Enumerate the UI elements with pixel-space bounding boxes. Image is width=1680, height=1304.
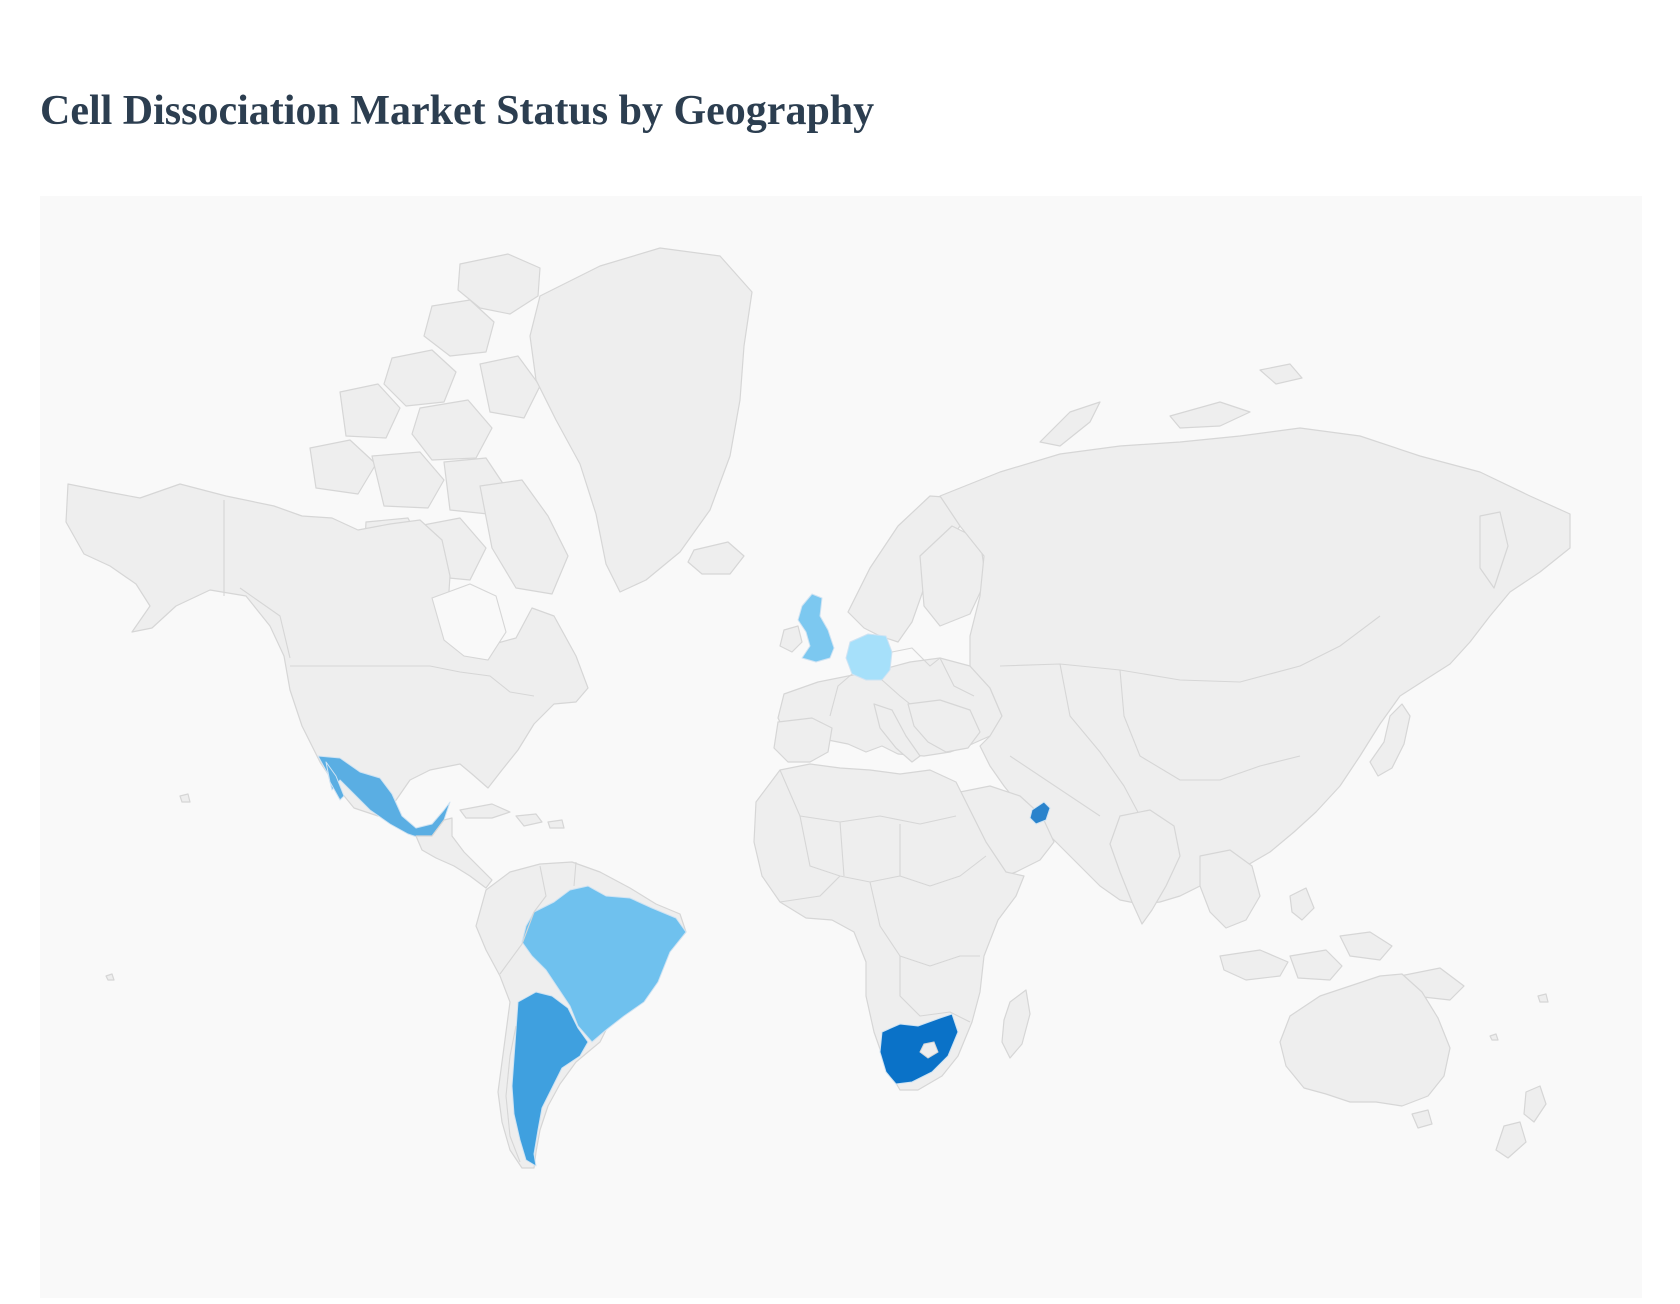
region-united-kingdom[interactable] bbox=[797, 593, 835, 663]
new-zealand bbox=[1523, 1085, 1547, 1123]
southeast-asia bbox=[1199, 849, 1261, 929]
north-america bbox=[65, 483, 589, 817]
australia bbox=[1279, 973, 1451, 1107]
iberia bbox=[773, 717, 833, 763]
africa bbox=[753, 763, 1025, 1091]
page-title: Cell Dissociation Market Status by Geogr… bbox=[40, 88, 875, 134]
finland-karelia bbox=[919, 525, 987, 627]
central-america bbox=[415, 817, 493, 889]
iceland bbox=[687, 541, 745, 575]
greenland bbox=[529, 247, 753, 593]
ireland bbox=[779, 625, 803, 653]
balkans bbox=[907, 699, 981, 753]
italy bbox=[873, 703, 921, 763]
russia-asia bbox=[939, 427, 1571, 905]
region-argentina[interactable] bbox=[511, 991, 589, 1167]
region-south-africa[interactable] bbox=[879, 1013, 959, 1085]
region-united-arab-emirates[interactable] bbox=[1029, 801, 1051, 825]
region-brazil[interactable] bbox=[521, 885, 687, 1043]
japan bbox=[1369, 703, 1411, 777]
india bbox=[1109, 809, 1181, 925]
world-map[interactable] bbox=[40, 196, 1642, 1298]
madagascar bbox=[1001, 989, 1031, 1059]
world-map-panel bbox=[40, 196, 1642, 1298]
region-germany[interactable] bbox=[845, 633, 893, 681]
